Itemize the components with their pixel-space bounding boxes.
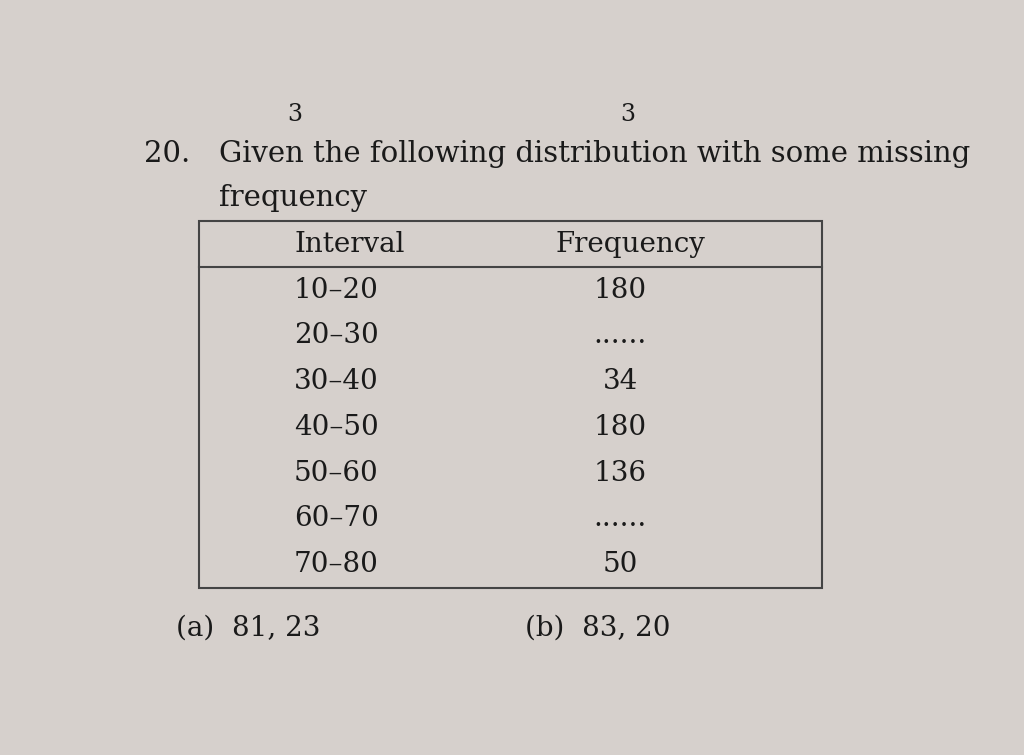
Text: 136: 136: [594, 460, 646, 487]
Text: frequency: frequency: [219, 183, 368, 211]
Text: Interval: Interval: [295, 231, 406, 257]
Text: 180: 180: [594, 276, 646, 304]
Text: ......: ......: [594, 506, 647, 532]
Text: 180: 180: [594, 414, 646, 441]
Text: 40–50: 40–50: [294, 414, 379, 441]
Text: (a)  81, 23: (a) 81, 23: [176, 615, 319, 642]
Text: Given the following distribution with some missing: Given the following distribution with so…: [219, 140, 971, 168]
Text: 34: 34: [602, 368, 638, 395]
Text: 70–80: 70–80: [294, 551, 379, 578]
Text: 50–60: 50–60: [294, 460, 379, 487]
Text: 30–40: 30–40: [294, 368, 379, 395]
Text: 20.: 20.: [143, 140, 190, 168]
Text: 3: 3: [621, 103, 636, 126]
Text: Frequency: Frequency: [556, 231, 706, 257]
Text: 60–70: 60–70: [294, 506, 379, 532]
Text: 3: 3: [287, 103, 302, 126]
Text: (b)  83, 20: (b) 83, 20: [524, 615, 671, 642]
Text: ......: ......: [594, 322, 647, 350]
Text: 20–30: 20–30: [294, 322, 379, 350]
Text: 10–20: 10–20: [294, 276, 379, 304]
Text: 50: 50: [602, 551, 638, 578]
